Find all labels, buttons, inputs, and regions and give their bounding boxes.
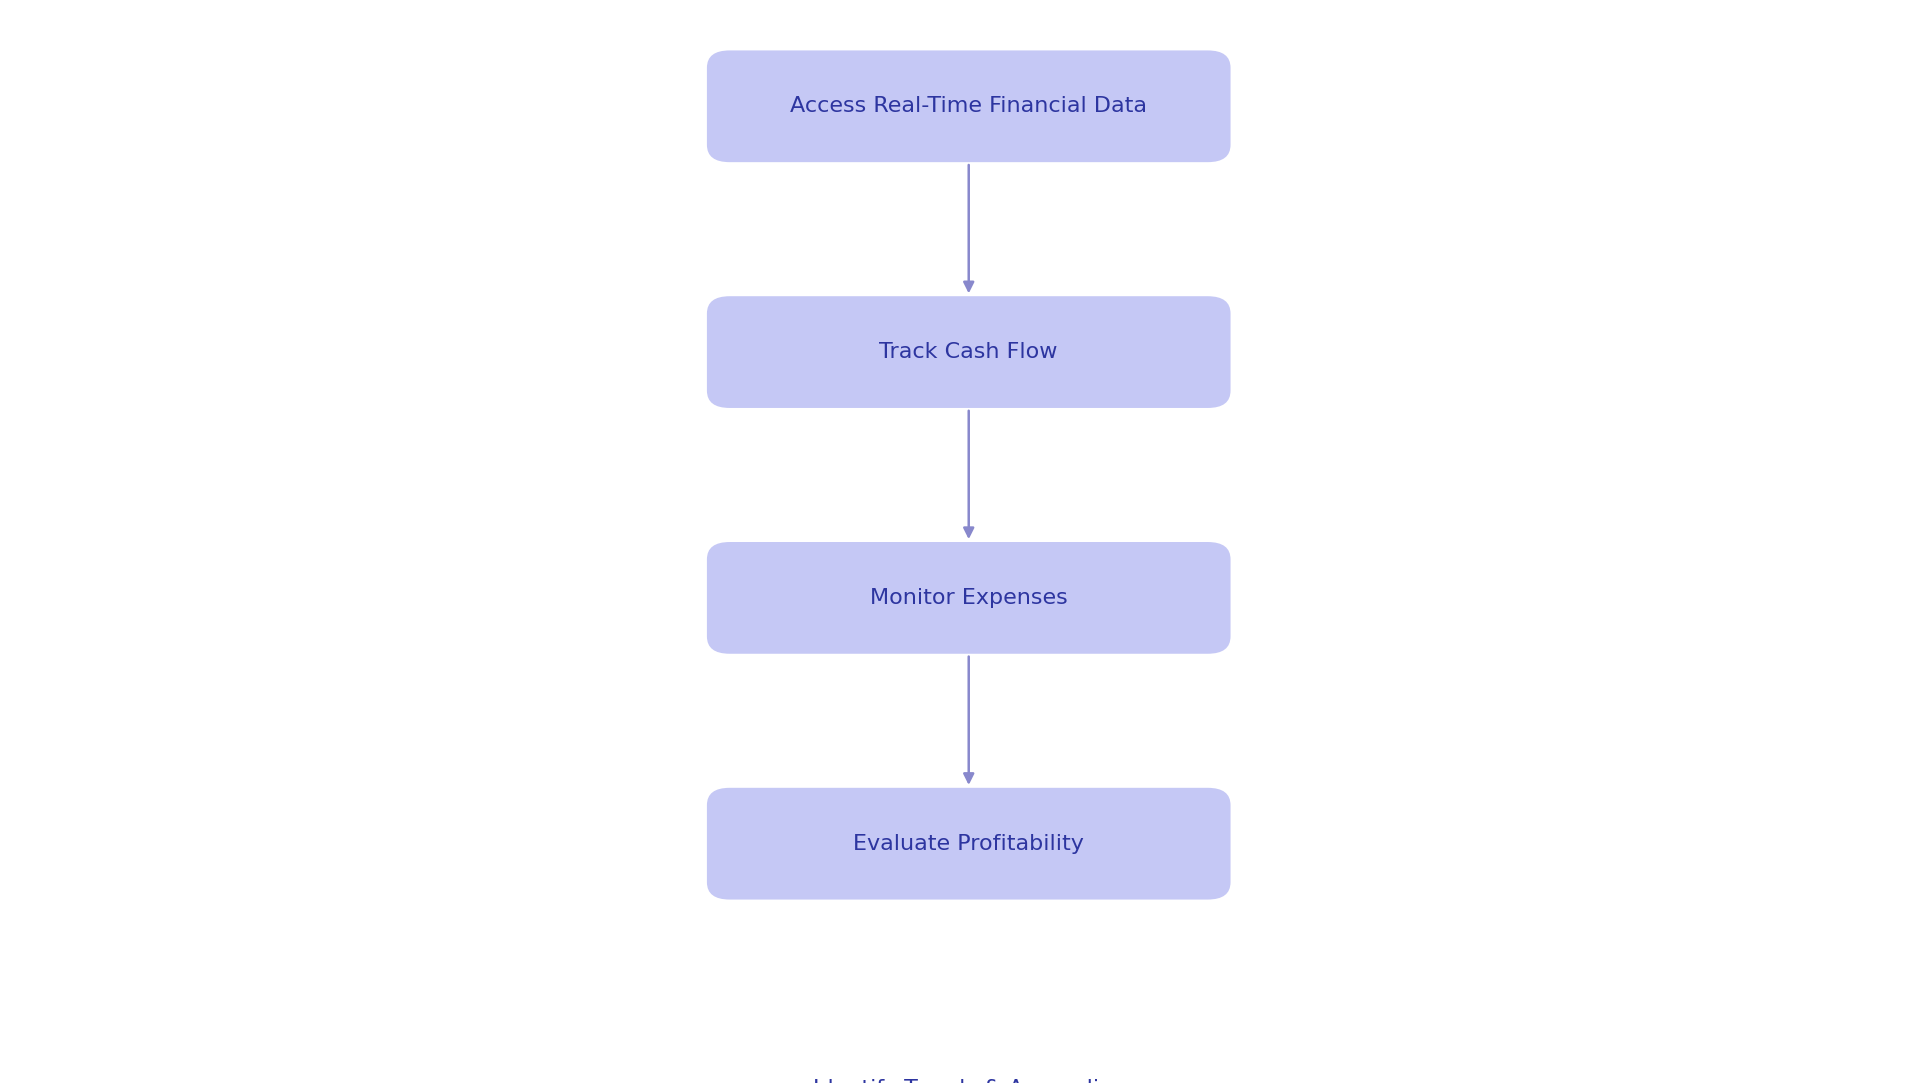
FancyBboxPatch shape <box>707 1033 1231 1083</box>
FancyBboxPatch shape <box>707 542 1231 654</box>
Text: Identify Trends & Anomalies: Identify Trends & Anomalies <box>812 1080 1125 1083</box>
Text: Track Cash Flow: Track Cash Flow <box>879 342 1058 362</box>
FancyBboxPatch shape <box>707 51 1231 162</box>
FancyBboxPatch shape <box>707 787 1231 900</box>
Text: Access Real-Time Financial Data: Access Real-Time Financial Data <box>791 96 1148 116</box>
Text: Evaluate Profitability: Evaluate Profitability <box>852 834 1085 853</box>
FancyBboxPatch shape <box>707 297 1231 408</box>
Text: Monitor Expenses: Monitor Expenses <box>870 588 1068 608</box>
